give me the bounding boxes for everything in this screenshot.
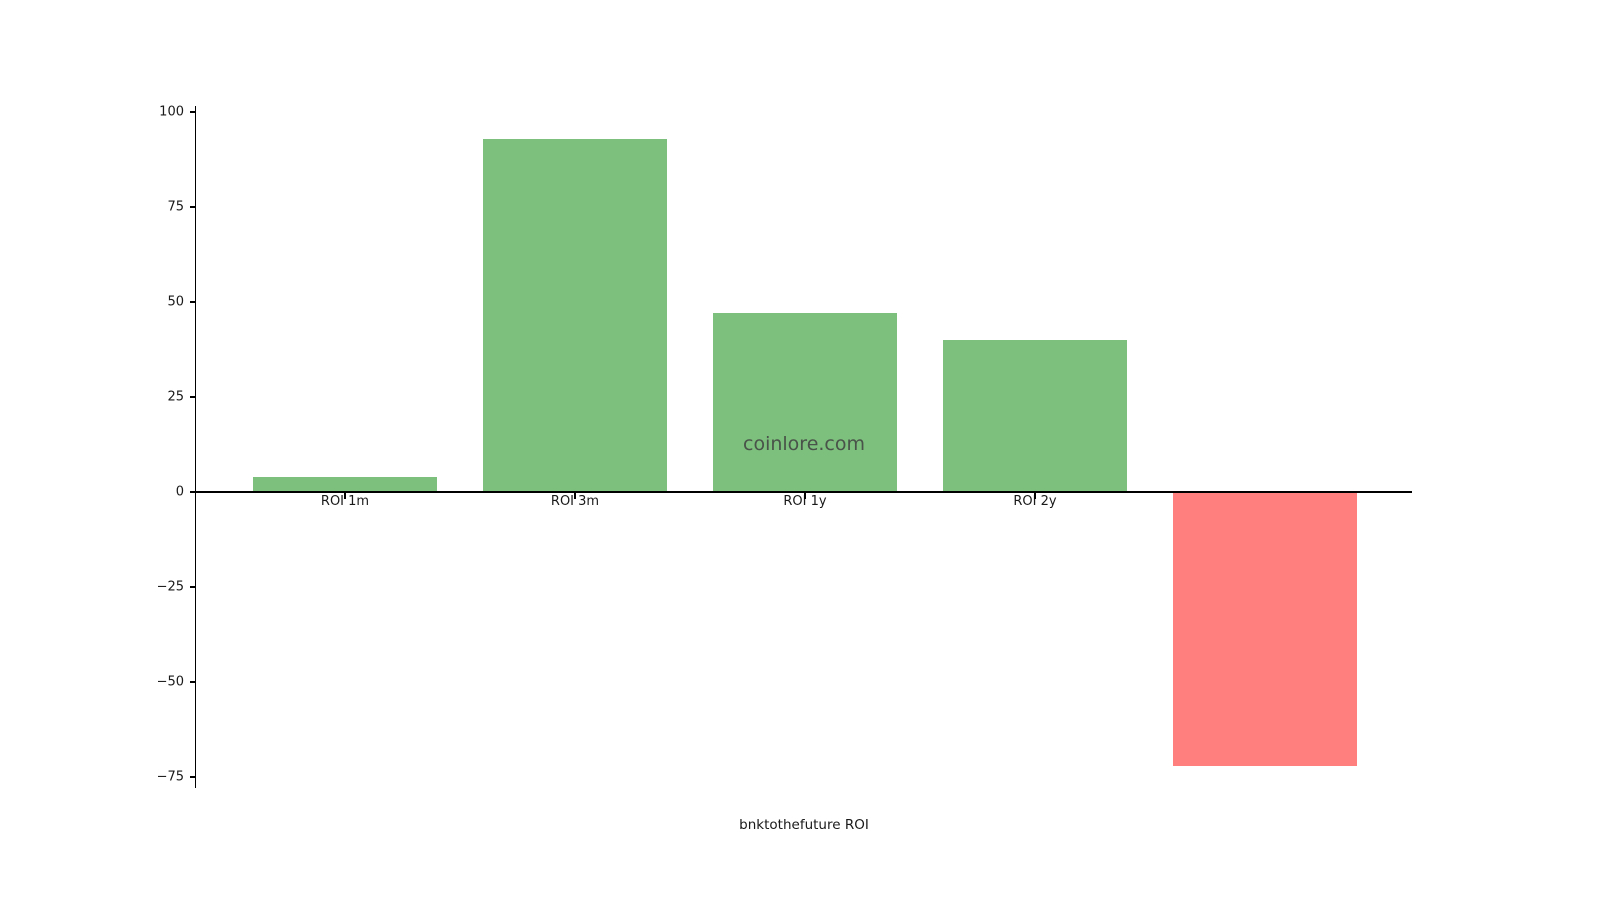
y-tick-label: 25 bbox=[167, 389, 184, 405]
y-tick-label: 50 bbox=[167, 294, 184, 310]
y-tick-label: −25 bbox=[156, 579, 184, 595]
y-tick-mark bbox=[189, 681, 195, 683]
y-tick-label: 0 bbox=[175, 484, 184, 500]
y-tick-mark bbox=[189, 301, 195, 303]
y-tick-mark bbox=[189, 776, 195, 778]
x-axis-zero-line bbox=[196, 491, 1412, 493]
bar-roi-5 bbox=[1173, 492, 1357, 766]
x-tick-label: ROI 1y bbox=[783, 494, 827, 509]
x-tick-label: ROI 2y bbox=[1013, 494, 1057, 509]
bar-roi-2y bbox=[943, 340, 1127, 492]
bar-roi-1m bbox=[253, 476, 437, 492]
x-tick-mark bbox=[574, 492, 576, 499]
x-tick-label: ROI 3m bbox=[550, 494, 600, 509]
bar-roi-3m bbox=[483, 138, 667, 492]
y-tick-mark bbox=[189, 206, 195, 208]
y-tick-mark bbox=[189, 586, 195, 588]
y-tick-mark bbox=[189, 396, 195, 398]
y-tick-label: −75 bbox=[156, 769, 184, 785]
y-tick-label: −50 bbox=[156, 674, 184, 690]
x-tick-mark bbox=[804, 492, 806, 499]
chart-title: bnktothefuture ROI bbox=[739, 817, 869, 833]
x-tick-label: ROI 1m bbox=[320, 494, 370, 509]
x-tick-mark bbox=[1034, 492, 1036, 499]
x-tick-mark bbox=[344, 492, 346, 499]
watermark: coinlore.com bbox=[743, 433, 865, 455]
y-tick-label: 75 bbox=[167, 199, 184, 215]
y-tick-label: 100 bbox=[159, 104, 184, 120]
y-tick-mark bbox=[189, 491, 195, 493]
bar-roi-1y bbox=[713, 313, 897, 492]
y-axis-line bbox=[194, 106, 196, 788]
y-tick-mark bbox=[189, 111, 195, 113]
